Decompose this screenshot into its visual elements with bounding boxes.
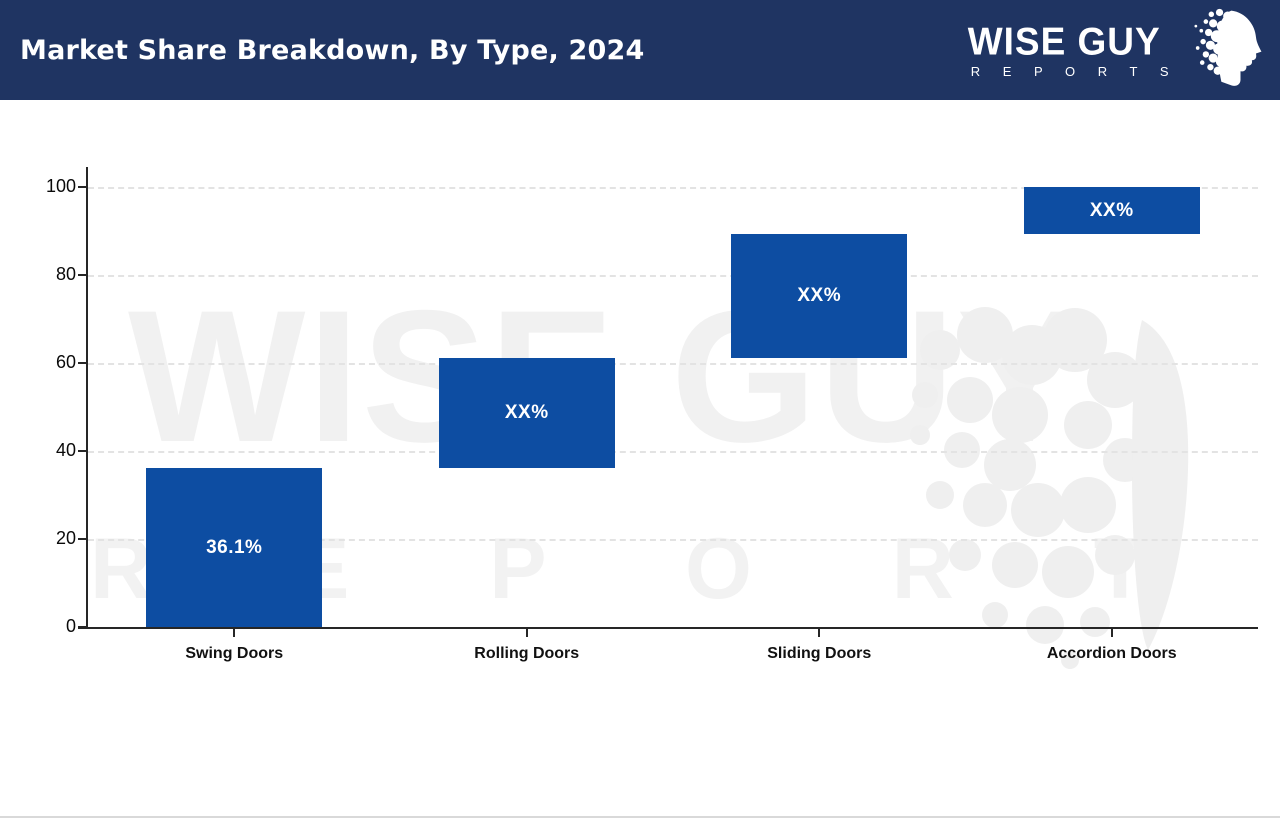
x-axis-tick <box>818 629 821 637</box>
page-title: Market Share Breakdown, By Type, 2024 <box>20 34 645 66</box>
bar-value-label: XX% <box>1089 199 1134 221</box>
x-axis-line <box>78 627 1258 629</box>
bar-segment: XX% <box>731 234 908 358</box>
gridline <box>88 362 1258 365</box>
bar-segment: XX% <box>438 357 615 469</box>
bar-segment: XX% <box>1023 186 1200 235</box>
gridline <box>88 538 1258 541</box>
bar-value-label: XX% <box>797 284 842 306</box>
y-axis-tick <box>78 537 86 540</box>
x-tick-label: Sliding Doors <box>767 645 872 662</box>
y-tick-label: 40 <box>55 439 76 460</box>
y-tick-label: 80 <box>55 263 76 284</box>
y-tick-label: 0 <box>65 616 76 636</box>
x-axis-tick <box>233 629 236 637</box>
watermark-head-dots <box>770 210 1190 685</box>
gridline <box>88 186 1258 189</box>
bar-value-label: 36.1% <box>206 536 263 558</box>
brand-subtitle: R E P O R T S <box>970 63 1178 79</box>
x-axis-tick <box>1110 629 1113 637</box>
y-axis-tick <box>78 626 86 628</box>
wise-guy-head-icon <box>1184 4 1266 97</box>
bar-segment: 36.1% <box>146 468 323 627</box>
chart-area: WISE GUY R E P O R T S 0 20 40 60 80 100 Swing… <box>0 100 1280 818</box>
x-tick-label: Swing Doors <box>185 645 284 662</box>
y-axis-line <box>86 167 88 629</box>
gridline <box>88 274 1258 277</box>
brand-name: WISE GUY <box>967 19 1161 63</box>
x-tick-label: Rolling Doors <box>474 645 580 662</box>
y-tick-label: 60 <box>55 351 76 372</box>
brand-text: WISE GUY R E P O R T S <box>967 19 1178 79</box>
bar-value-label: XX% <box>504 401 549 423</box>
gridline <box>88 450 1258 453</box>
y-tick-label: 20 <box>55 527 76 548</box>
y-axis-tick <box>78 185 86 188</box>
header-bar: Market Share Breakdown, By Type, 2024 WI… <box>0 0 1280 100</box>
y-axis-tick <box>78 449 86 452</box>
y-tick-label: 100 <box>45 175 76 196</box>
y-axis-tick <box>78 273 86 276</box>
brand-logo: WISE GUY R E P O R T S <box>968 4 1280 97</box>
plot-area: 0 20 40 60 80 100 Swing Doors Rolling Doors Slid… <box>46 167 1258 662</box>
y-axis-tick <box>78 361 86 364</box>
x-tick-label: Accordion Doors <box>1046 645 1177 662</box>
x-axis-tick <box>525 629 528 637</box>
